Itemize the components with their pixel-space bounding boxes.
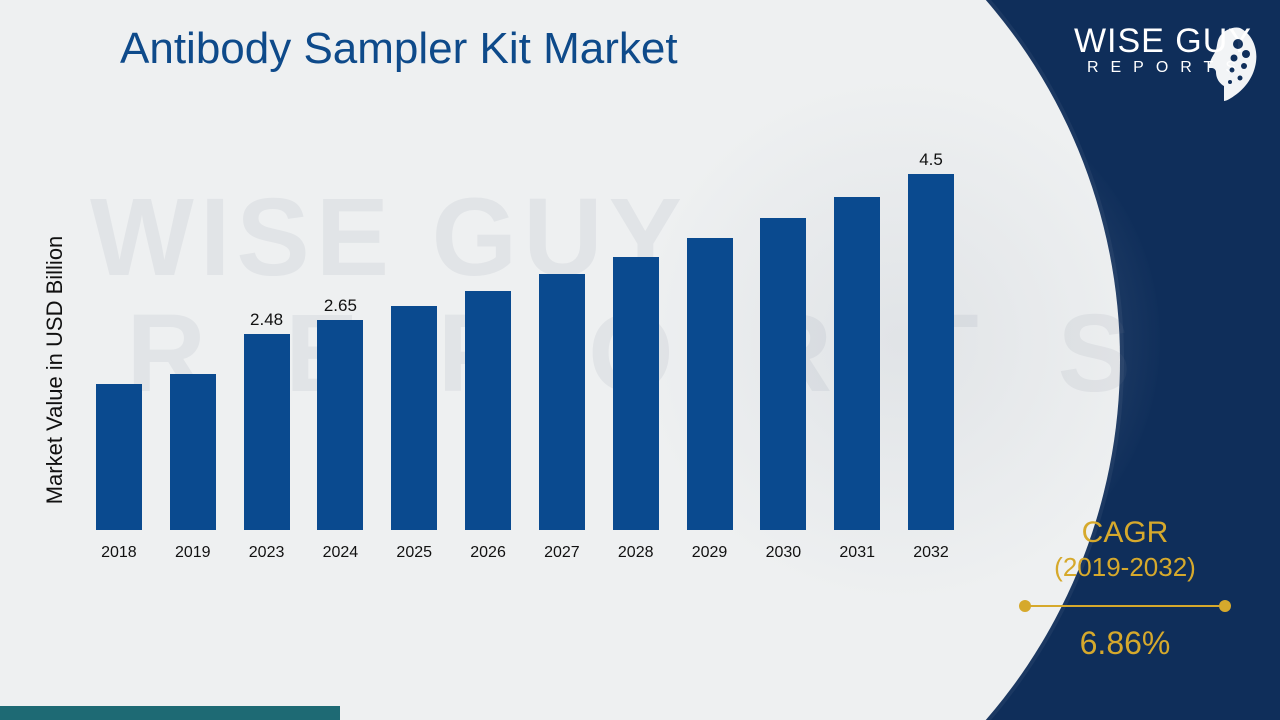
- cagr-block: CAGR (2019-2032) 6.86%: [1012, 516, 1238, 662]
- bar-wrap: 4.5: [906, 174, 956, 530]
- x-tick-label: 2018: [94, 544, 144, 562]
- bar: [908, 174, 954, 530]
- bar: [244, 334, 290, 530]
- chart-title: Antibody Sampler Kit Market: [120, 24, 678, 74]
- cagr-divider: [1025, 605, 1225, 607]
- bar: [391, 306, 437, 530]
- bar-value-label: 2.65: [315, 296, 365, 316]
- bar: [760, 218, 806, 530]
- plot-area: 2.482.654.5 2018201920232024202520262027…: [90, 150, 960, 530]
- bar-wrap: [537, 274, 587, 530]
- bar-value-label: 2.48: [242, 310, 292, 330]
- x-tick-label: 2029: [685, 544, 735, 562]
- x-tick-label: 2019: [168, 544, 218, 562]
- bar: [539, 274, 585, 530]
- bottom-strip: [0, 706, 340, 720]
- x-tick-label: 2027: [537, 544, 587, 562]
- cagr-value: 6.86%: [1012, 625, 1238, 662]
- x-tick-label: 2024: [315, 544, 365, 562]
- x-tick-label: 2025: [389, 544, 439, 562]
- x-tick-label: 2032: [906, 544, 956, 562]
- bar-wrap: 2.48: [242, 334, 292, 530]
- bar-wrap: [611, 257, 661, 530]
- bar-wrap: [94, 384, 144, 530]
- bar: [170, 374, 216, 530]
- brand-logo: WISE GUY REPORTS: [1074, 22, 1252, 77]
- bar: [465, 291, 511, 530]
- bar: [613, 257, 659, 530]
- bar-wrap: 2.65: [315, 320, 365, 530]
- bar-wrap: [832, 197, 882, 530]
- x-tick-label: 2023: [242, 544, 292, 562]
- bar-wrap: [168, 374, 218, 530]
- bar-wrap: [685, 238, 735, 530]
- bar: [317, 320, 363, 530]
- cagr-range: (2019-2032): [1012, 552, 1238, 583]
- bar-wrap: [389, 306, 439, 530]
- head-icon: [1194, 26, 1258, 102]
- x-axis-labels: 2018 2019 2023 2024 2025 2026 2027 2028 2029 2030…: [90, 544, 960, 562]
- bar-value-label: 4.5: [906, 150, 956, 170]
- bar-chart: 2.48 2.65 4.5 2018 2019 2023 2024 2025 2026 2027…: [90, 150, 960, 570]
- x-tick-label: 2030: [758, 544, 808, 562]
- cagr-title: CAGR: [1012, 516, 1238, 550]
- bars-container: 2.48 2.65 4.5: [90, 150, 960, 530]
- y-axis-label: Market Value in USD Billion: [42, 160, 68, 580]
- bar-wrap: [463, 291, 513, 530]
- bar: [834, 197, 880, 530]
- bar: [687, 238, 733, 530]
- bar: [96, 384, 142, 530]
- x-tick-label: 2026: [463, 544, 513, 562]
- x-tick-label: 2028: [611, 544, 661, 562]
- bar-wrap: [758, 218, 808, 530]
- x-tick-label: 2031: [832, 544, 882, 562]
